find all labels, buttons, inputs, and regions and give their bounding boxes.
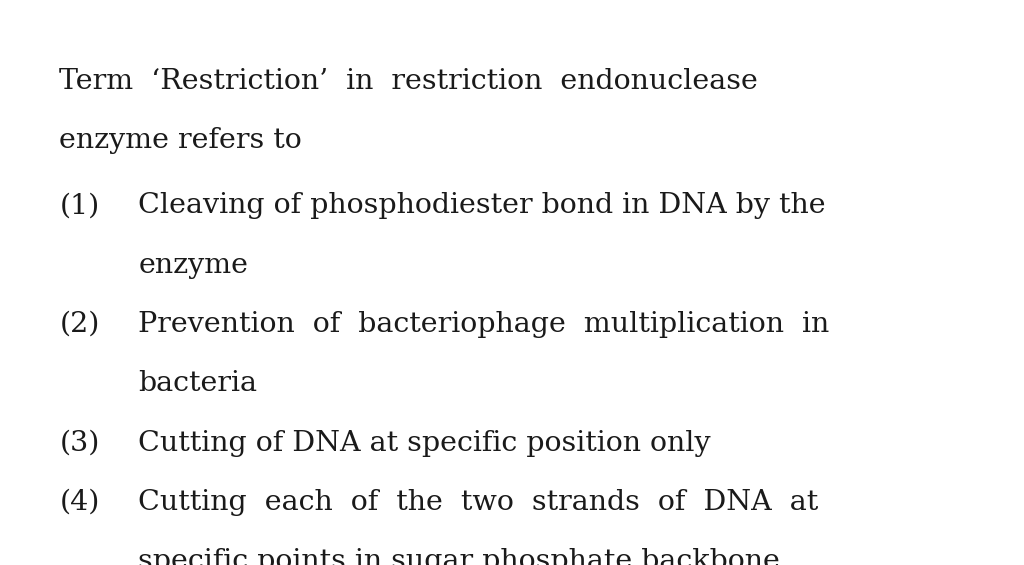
Text: enzyme: enzyme [138,252,248,279]
Text: Prevention  of  bacteriophage  multiplication  in: Prevention of bacteriophage multiplicati… [138,311,829,338]
Text: Cutting of DNA at specific position only: Cutting of DNA at specific position only [138,429,711,457]
Text: (4): (4) [59,489,99,516]
Text: (1): (1) [59,192,99,219]
Text: Cutting  each  of  the  two  strands  of  DNA  at: Cutting each of the two strands of DNA a… [138,489,818,516]
Text: Term  ‘Restriction’  in  restriction  endonuclease: Term ‘Restriction’ in restriction endonu… [59,68,758,95]
Text: (3): (3) [59,429,99,457]
Text: bacteria: bacteria [138,371,257,397]
Text: enzyme refers to: enzyme refers to [59,127,302,154]
Text: Cleaving of phosphodiester bond in DNA by the: Cleaving of phosphodiester bond in DNA b… [138,192,826,219]
Text: specific points in sugar phosphate backbone: specific points in sugar phosphate backb… [138,548,780,565]
Text: (2): (2) [59,311,99,338]
